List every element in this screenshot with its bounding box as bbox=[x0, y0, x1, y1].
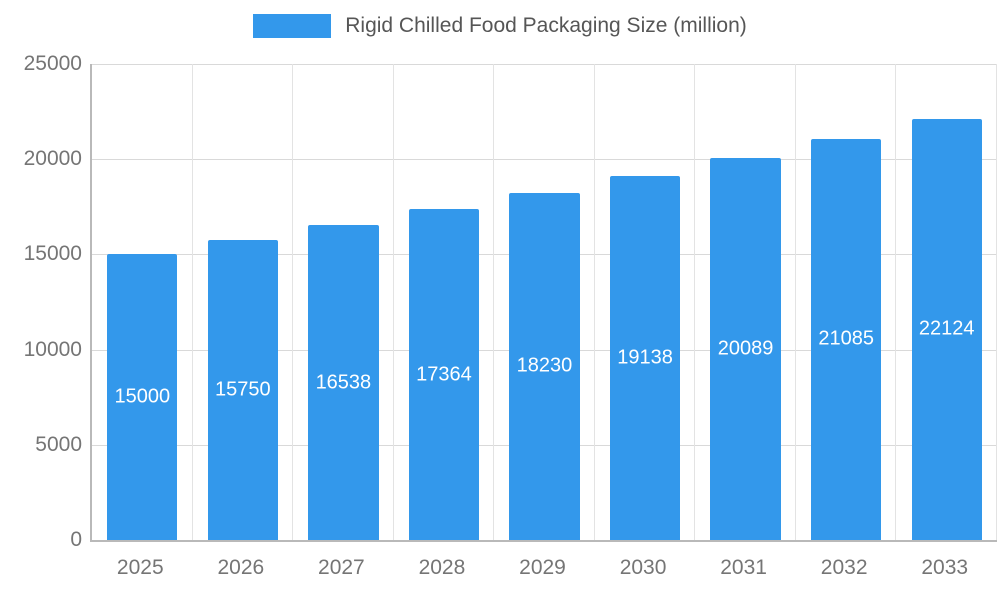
bar-2031[interactable]: 20089 bbox=[710, 157, 781, 540]
bar-2028[interactable]: 17364 bbox=[408, 209, 480, 540]
gridline-horizontal bbox=[92, 159, 997, 161]
y-axis-label: 0 bbox=[70, 528, 82, 551]
x-axis-label: 2032 bbox=[820, 556, 868, 579]
gridline-vertical bbox=[895, 64, 897, 540]
bar-value-label: 16538 bbox=[315, 371, 372, 394]
y-axis: 0 5000 10000 15000 20000 25000 bbox=[0, 52, 82, 551]
x-axis-label: 2025 bbox=[116, 556, 164, 579]
bar-value-label: 22124 bbox=[918, 317, 975, 340]
gridline-vertical bbox=[292, 64, 294, 540]
gridline-vertical bbox=[794, 64, 796, 540]
y-axis-label: 20000 bbox=[23, 147, 82, 171]
gridline-vertical bbox=[191, 64, 193, 540]
gridline-vertical bbox=[593, 64, 595, 540]
bar-2027[interactable]: 16538 bbox=[308, 225, 379, 540]
gridline-horizontal bbox=[92, 64, 997, 65]
bar-2026[interactable]: 15750 bbox=[207, 240, 278, 540]
x-axis-label: 2026 bbox=[217, 556, 265, 579]
y-axis-label: 25000 bbox=[23, 52, 82, 75]
bar-2030[interactable]: 19138 bbox=[609, 175, 681, 540]
bar-value-label: 17364 bbox=[416, 363, 472, 386]
x-axis-label: 2029 bbox=[519, 556, 566, 579]
x-axis-label: 2027 bbox=[318, 556, 365, 579]
x-axis-label: 2030 bbox=[619, 556, 667, 579]
bar-value-label: 18230 bbox=[516, 354, 573, 377]
x-axis-label: 2033 bbox=[921, 556, 969, 579]
gridline-vertical bbox=[694, 64, 696, 540]
y-axis-label: 10000 bbox=[23, 337, 82, 361]
gridline-vertical bbox=[493, 64, 495, 540]
bar-value-label: 15750 bbox=[215, 378, 271, 401]
legend-swatch bbox=[253, 14, 332, 38]
y-axis-label: 5000 bbox=[35, 432, 82, 456]
x-axis-label: 2028 bbox=[418, 556, 466, 579]
bar-value-label: 20089 bbox=[717, 337, 774, 360]
bar-2029[interactable]: 18230 bbox=[509, 192, 580, 540]
bar-2032[interactable]: 21085 bbox=[810, 138, 882, 540]
bar-2033[interactable]: 22124 bbox=[911, 118, 982, 540]
x-axis: 2025 2026 2027 2028 2029 2030 2031 2032 2033 bbox=[90, 548, 995, 588]
bar-value-label: 21085 bbox=[818, 327, 874, 350]
gridline-vertical bbox=[996, 64, 997, 540]
bar-value-label: 15000 bbox=[114, 385, 171, 408]
legend-label: Rigid Chilled Food Packaging Size (milli… bbox=[345, 14, 747, 37]
gridline-vertical bbox=[392, 64, 394, 540]
plot-area: 15000 15750 16538 17364 18230 19138 20089 21085… bbox=[90, 64, 997, 542]
bar-value-label: 19138 bbox=[617, 346, 673, 369]
y-axis-label: 15000 bbox=[23, 242, 82, 266]
x-axis-label: 2031 bbox=[720, 556, 767, 579]
bar-2025[interactable]: 15000 bbox=[107, 254, 178, 540]
chart-legend: Rigid Chilled Food Packaging Size (milli… bbox=[0, 14, 1000, 38]
